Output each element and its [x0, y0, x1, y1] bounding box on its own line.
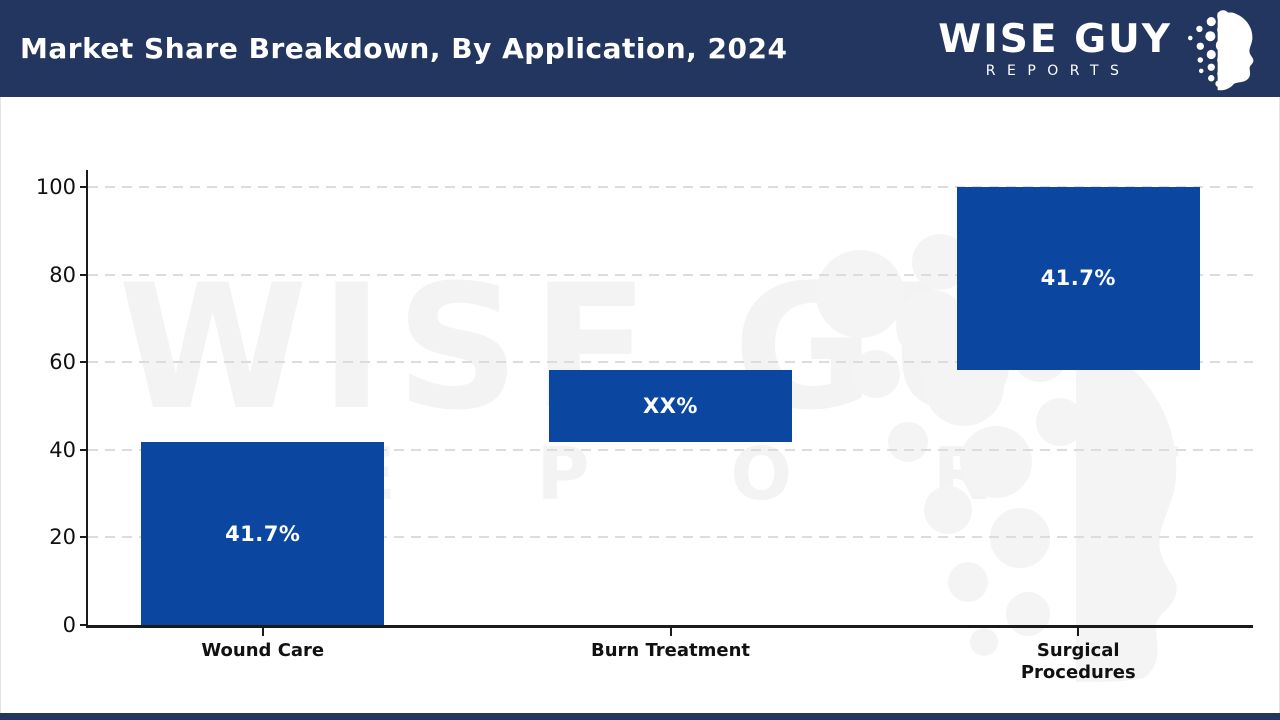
- y-tick-mark-20: [80, 536, 87, 539]
- y-axis: [86, 170, 88, 627]
- gridline-80: [88, 273, 1253, 276]
- x-tick-mark-3: [1077, 628, 1080, 636]
- y-tick-label: 0: [62, 613, 76, 637]
- bar-value-label: XX%: [643, 393, 698, 418]
- x-category-label: Surgical Procedures: [1020, 640, 1136, 683]
- y-tick-mark-40: [80, 448, 87, 451]
- x-category-label: Wound Care: [201, 640, 325, 661]
- gridline-60: [88, 361, 1253, 364]
- y-tick-label: 80: [49, 262, 76, 287]
- x-tick-mark-1: [261, 628, 264, 636]
- x-tick-mark-2: [669, 628, 672, 636]
- y-tick-label: 60: [49, 350, 76, 375]
- y-tick-label: 20: [49, 525, 76, 550]
- x-axis: [86, 625, 1253, 628]
- y-tick-mark-80: [80, 273, 87, 276]
- bar-value-label: 41.7%: [225, 521, 301, 546]
- y-tick-mark-0: [80, 624, 87, 626]
- logo-wordmark: WISE GUY REPORTS: [938, 20, 1172, 78]
- bar-burn-treatment: XX%: [549, 369, 792, 443]
- logo-line1: WISE GUY: [938, 16, 1172, 62]
- x-category-label: Burn Treatment: [590, 640, 750, 661]
- y-tick-mark-60: [80, 361, 87, 364]
- page-title: Market Share Breakdown, By Application, …: [20, 32, 788, 65]
- bar-wound-care: 41.7%: [141, 442, 385, 625]
- footer-bar: [0, 713, 1280, 720]
- y-tick-mark-100: [80, 186, 87, 188]
- y-tick-label: 100: [35, 175, 76, 199]
- gridline-20: [88, 536, 1253, 539]
- gridline-40: [88, 448, 1253, 451]
- gridline-100: [88, 186, 1253, 188]
- head-profile-icon: [1187, 9, 1254, 90]
- bar-value-label: 41.7%: [1040, 266, 1116, 291]
- bar-surgical-procedures: 41.7%: [956, 187, 1200, 370]
- y-tick-label: 40: [49, 437, 76, 462]
- header-bar: Market Share Breakdown, By Application, …: [0, 0, 1280, 97]
- logo-line2: REPORTS: [985, 62, 1131, 79]
- wise-guy-reports-logo: WISE GUY REPORTS: [938, 7, 1260, 91]
